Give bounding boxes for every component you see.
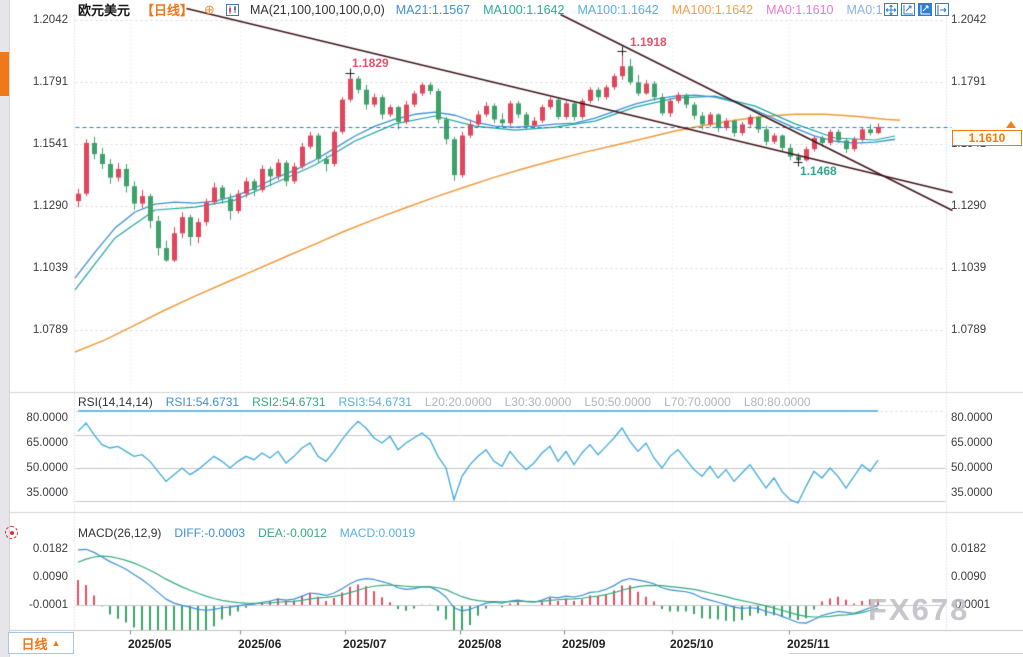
- indicator-legend-item: MACD(26,12,9): [78, 526, 162, 540]
- axis-tick-label: 50.0000: [951, 462, 993, 474]
- date-tick-label: 2025/09: [562, 637, 606, 651]
- pan-icon[interactable]: [884, 3, 898, 16]
- indicator-legend-item: RSI1:54.6731: [165, 395, 240, 409]
- axis-tick-label: 0.0090: [951, 571, 987, 583]
- date-tick-label: 2025/07: [343, 637, 387, 651]
- ma-legend: MA21:1.1567 MA100:1.1642 MA100:1.1642 MA100…: [396, 3, 893, 17]
- axis-tick-label: 80.0000: [26, 412, 68, 424]
- current-price-tag: 1.1610: [952, 130, 1022, 146]
- axis-tick-label: -0.0001: [28, 599, 68, 611]
- axis-tick-label: 1.1791: [951, 76, 987, 88]
- axis-tick-label: 0.0182: [32, 543, 68, 555]
- indicator-legend-item: L50:50.0000: [584, 395, 652, 409]
- pane-arrow-icon[interactable]: [935, 3, 949, 16]
- axis-tick-label: 35.0000: [951, 487, 993, 499]
- ma-settings-label: MA(21,100,100,100,0,0): [249, 2, 385, 17]
- indicator-legend-item: L20:20.0000: [424, 395, 492, 409]
- axis-tick-label: 1.1541: [32, 138, 68, 150]
- hot-point-icon[interactable]: [5, 526, 18, 539]
- indicator-legend-item: L80:80.0000: [743, 395, 811, 409]
- axis-tick-label: 1.1791: [32, 76, 68, 88]
- price-up-arrow-icon: [1006, 121, 1016, 128]
- indicator-legend-item: MACD:0.0019: [339, 526, 416, 540]
- price-annotation-label: 1.1918: [630, 35, 667, 49]
- axis-tick-label: 1.1290: [32, 200, 68, 212]
- axis-tick-label: 1.1039: [32, 262, 68, 274]
- ma-legend-item: MA100:1.1642: [483, 2, 565, 17]
- bottom-divider: [789, 653, 1023, 654]
- indicator-legend-item: RSI(14,14,14): [78, 395, 153, 409]
- chevron-up-icon: ▲: [51, 638, 61, 648]
- axis-zoom-icon[interactable]: [901, 3, 915, 16]
- candlestick-chart-icon: [225, 3, 239, 16]
- axis-tick-label: 80.0000: [951, 412, 993, 424]
- watermark: FX678: [868, 592, 970, 627]
- indicator-legend-item: L70:70.0000: [664, 395, 731, 409]
- indicator-legend-item: DIFF:-0.0003: [174, 526, 246, 540]
- rsi-header: RSI(14,14,14) RSI1:54.6731 RSI2:54.6731 RSI…: [78, 395, 811, 409]
- main-chart-header: 欧元美元 【日线】 ⊕ MA(21,100,100,100,0,0) MA21:…: [78, 2, 893, 19]
- axis-tick-label: 1.1039: [951, 262, 987, 274]
- ma-legend-item: MA0:1.1: [846, 2, 894, 17]
- axis-tick-label: 1.2042: [32, 14, 68, 26]
- date-tick-label: 2025/05: [128, 637, 172, 651]
- ma-legend-item: MA21:1.1567: [395, 2, 471, 17]
- indicator-legend-item: L30:30.0000: [504, 395, 572, 409]
- date-tick-label: 2025/06: [238, 637, 282, 651]
- axis-tick-label: -0.0001: [951, 599, 991, 611]
- axis-tick-label: 35.0000: [26, 487, 68, 499]
- date-tick-label: 2025/10: [670, 637, 714, 651]
- axis-scale-icon[interactable]: [918, 3, 932, 16]
- macd-header: MACD(26,12,9) DIFF:-0.0003 DEA:-0.0012 MACD…: [78, 526, 415, 540]
- axis-tick-label: 1.2042: [951, 14, 987, 26]
- axis-tick-label: 65.0000: [951, 437, 993, 449]
- period-selector-button[interactable]: 日线 ▲: [8, 632, 74, 654]
- price-annotation-label: 1.1829: [352, 56, 389, 70]
- axis-tick-label: 1.1290: [951, 200, 987, 212]
- axis-tick-label: 1.0789: [951, 324, 987, 336]
- date-tick-label: 2025/11: [787, 637, 830, 651]
- symbol-title: 欧元美元: [78, 3, 131, 18]
- period-tag: 【日线】: [141, 3, 194, 18]
- chart-toolbar: [884, 3, 949, 16]
- ma-legend-item: MA100:1.1642: [577, 2, 659, 17]
- indicator-legend-item: RSI2:54.6731: [252, 395, 326, 409]
- add-indicator-icon[interactable]: ⊕: [204, 2, 215, 17]
- price-annotation-label: 1.1468: [800, 164, 837, 178]
- left-scroll-strip: [0, 0, 10, 657]
- period-label: 日线: [21, 636, 48, 652]
- date-tick-label: 2025/08: [458, 637, 502, 651]
- axis-tick-label: 0.0182: [951, 543, 987, 555]
- ma-legend-item: MA100:1.1642: [671, 2, 754, 17]
- left-scroll-thumb[interactable]: [0, 52, 9, 96]
- indicator-legend-item: RSI3:54.6731: [338, 395, 412, 409]
- axis-tick-label: 1.0789: [32, 324, 68, 336]
- axis-tick-label: 65.0000: [26, 437, 68, 449]
- ma-legend-item: MA0:1.1610: [766, 2, 834, 17]
- indicator-legend-item: DEA:-0.0012: [258, 526, 327, 540]
- axis-tick-label: 50.0000: [26, 462, 68, 474]
- axis-tick-label: 0.0090: [32, 571, 68, 583]
